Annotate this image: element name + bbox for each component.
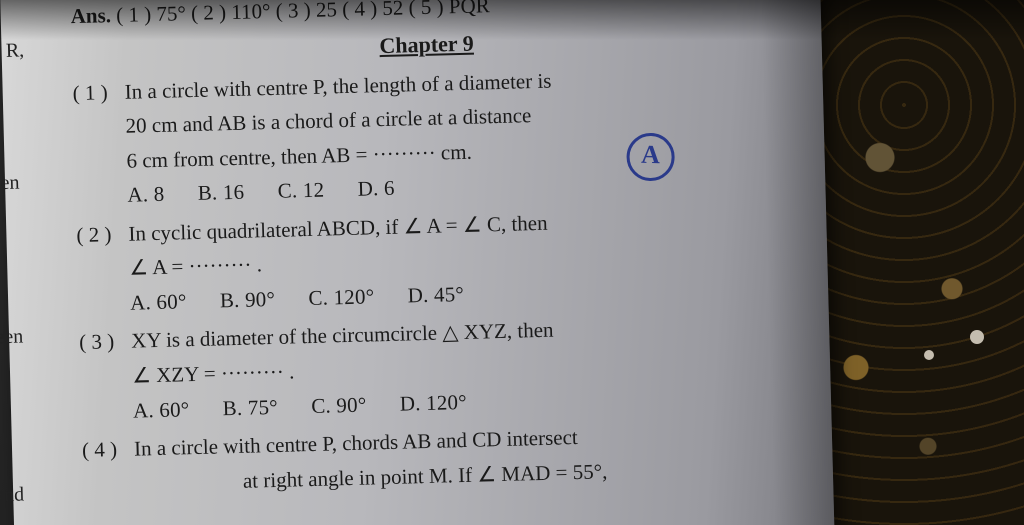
q2-optB: B. 90° bbox=[219, 283, 275, 317]
margin-note-then: then bbox=[0, 168, 20, 200]
q2-optA: A. 60° bbox=[130, 285, 187, 319]
q1-optA: A. 8 bbox=[127, 178, 165, 212]
q4-line1: In a circle with centre P, chords AB and… bbox=[134, 425, 578, 461]
q1-optD: D. 6 bbox=[357, 172, 395, 206]
q4-line2: at right angle in point M. If ∠ MAD = 55… bbox=[243, 459, 608, 493]
q1-line2: 20 cm and AB is a chord of a circle at a… bbox=[125, 103, 531, 138]
q2-line2: ∠ A = ········· . bbox=[129, 253, 262, 280]
q3-line1: XY is a diameter of the circumcircle △ X… bbox=[131, 318, 554, 353]
q2-optD: D. 45° bbox=[407, 278, 464, 312]
q3-line2: ∠ XZY = ········· . bbox=[132, 359, 295, 387]
ans-label: Ans. bbox=[70, 3, 111, 28]
margin-note-ween: ween bbox=[0, 322, 24, 354]
q2-line1: In cyclic quadrilateral ABCD, if ∠ A = ∠… bbox=[128, 211, 548, 246]
q3-optD: D. 120° bbox=[399, 385, 467, 419]
scene-root: = ∠ R, then ween and Ans. ( 1 ) 75° ( 2 … bbox=[0, 0, 1024, 525]
q2-optC: C. 120° bbox=[308, 280, 375, 314]
q3-optB: B. 75° bbox=[222, 390, 278, 424]
q2-num: ( 2 ) bbox=[76, 218, 112, 251]
margin-note-eq-r: = ∠ R, bbox=[0, 35, 25, 67]
ans-2: ( 2 ) 110° bbox=[191, 0, 271, 25]
margin-note-and: and bbox=[0, 480, 25, 512]
ans-3: ( 3 ) 25 bbox=[275, 0, 337, 23]
q3-optA: A. 60° bbox=[133, 393, 190, 427]
ans-5: ( 5 ) PQR bbox=[408, 0, 490, 19]
q1-line1: In a circle with centre P, the length of… bbox=[124, 68, 551, 103]
textbook-page: = ∠ R, then ween and Ans. ( 1 ) 75° ( 2 … bbox=[0, 0, 834, 525]
q4-num: ( 4 ) bbox=[82, 433, 118, 466]
ans-4: ( 4 ) 52 bbox=[342, 0, 404, 21]
q1-optB: B. 16 bbox=[197, 176, 244, 210]
q3-optC: C. 90° bbox=[311, 388, 367, 422]
q3-num: ( 3 ) bbox=[79, 326, 115, 359]
q1-num: ( 1 ) bbox=[72, 76, 108, 109]
q1-line3: 6 cm from centre, then AB = ········· cm… bbox=[126, 139, 472, 172]
q1-optC: C. 12 bbox=[277, 174, 324, 208]
ans-1: ( 1 ) 75° bbox=[116, 1, 186, 27]
